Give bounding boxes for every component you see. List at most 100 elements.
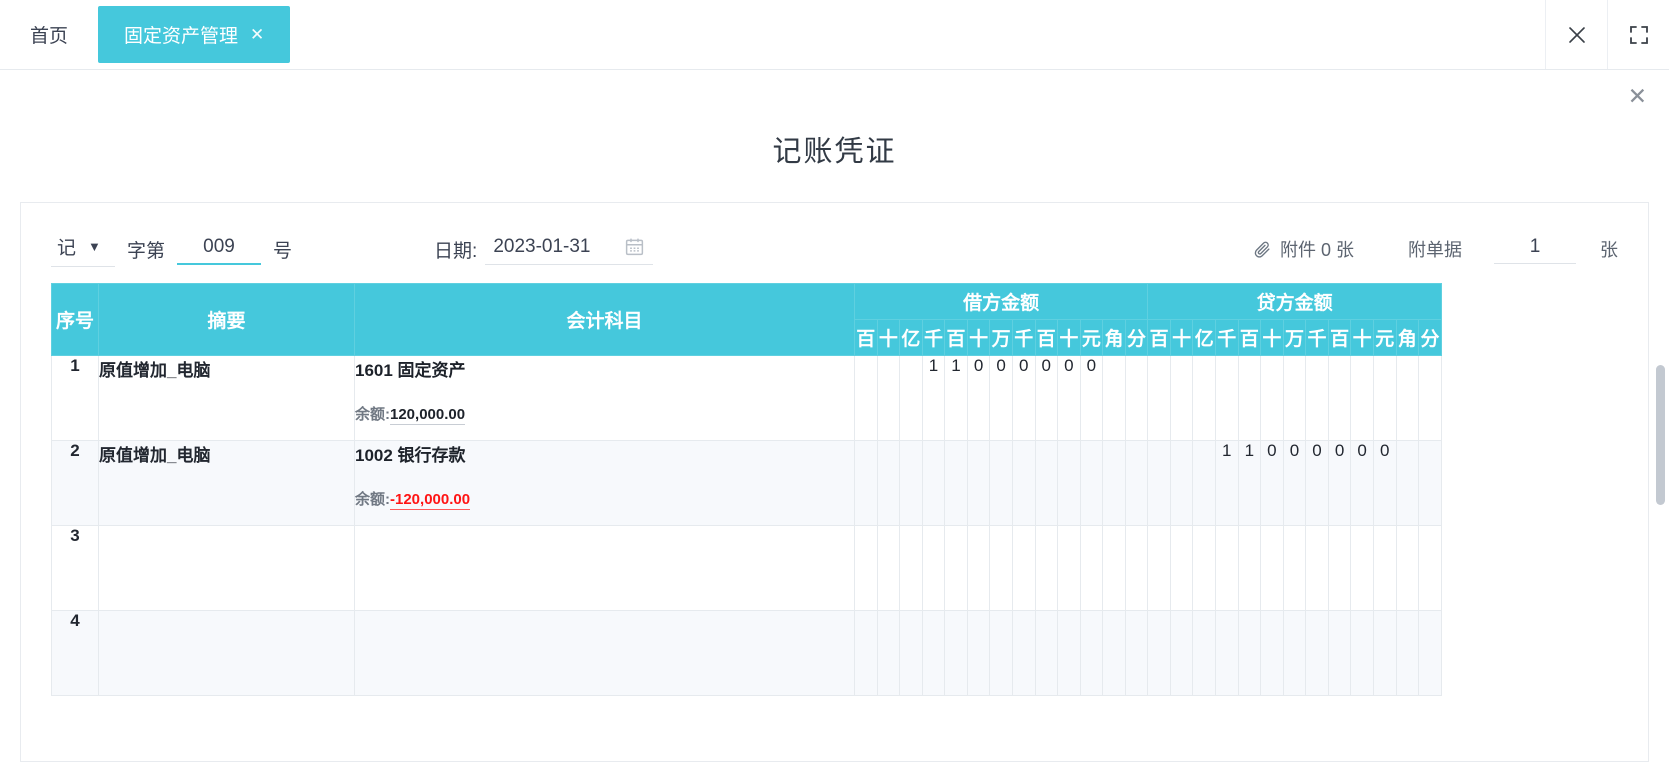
- cell-account[interactable]: [354, 525, 855, 611]
- cell-credit-digit-0[interactable]: [1147, 355, 1171, 441]
- cell-debit-digit-5[interactable]: [966, 525, 991, 611]
- cell-account[interactable]: [354, 610, 855, 696]
- cell-debit-digit-4[interactable]: [944, 610, 968, 696]
- cell-debit-digit-2[interactable]: [899, 440, 923, 526]
- cell-debit-digit-12[interactable]: [1124, 525, 1149, 611]
- cell-debit-digit-7[interactable]: [1011, 525, 1036, 611]
- cell-debit-digit-3[interactable]: 1: [921, 355, 946, 441]
- cell-credit-digit-10[interactable]: [1372, 525, 1397, 611]
- cell-credit-digit-1[interactable]: [1169, 610, 1194, 696]
- cell-debit-digit-1[interactable]: [876, 610, 901, 696]
- voucher-number-input[interactable]: [177, 233, 262, 265]
- cell-debit-digit-1[interactable]: [876, 525, 901, 611]
- cell-debit-digit-6[interactable]: [989, 610, 1013, 696]
- cell-credit-digit-9[interactable]: [1350, 355, 1374, 441]
- cell-credit-digit-6[interactable]: [1282, 355, 1307, 441]
- voucher-type-select[interactable]: 记 ▼: [51, 231, 115, 267]
- cell-debit-digit-2[interactable]: [899, 525, 923, 611]
- cell-credit-digit-3[interactable]: [1215, 610, 1239, 696]
- cell-debit-digit-12[interactable]: [1124, 355, 1149, 441]
- cell-credit-digit-5[interactable]: 0: [1260, 440, 1284, 526]
- cell-credit-digit-7[interactable]: [1305, 355, 1329, 441]
- cell-debit-digit-8[interactable]: [1034, 440, 1059, 526]
- cell-abstract[interactable]: [98, 525, 355, 611]
- cell-debit-digit-2[interactable]: [899, 610, 923, 696]
- cell-debit-digit-0[interactable]: [854, 355, 878, 441]
- cell-debit-digit-6[interactable]: [989, 440, 1013, 526]
- cell-debit-digit-10[interactable]: 0: [1079, 355, 1104, 441]
- cell-debit-digit-4[interactable]: [944, 525, 968, 611]
- cell-credit-digit-5[interactable]: [1260, 610, 1284, 696]
- cell-debit-digit-7[interactable]: [1011, 610, 1036, 696]
- cell-credit-digit-3[interactable]: [1215, 355, 1239, 441]
- cell-credit-digit-8[interactable]: [1327, 525, 1352, 611]
- cell-credit-digit-11[interactable]: [1395, 610, 1420, 696]
- cell-debit-digit-1[interactable]: [876, 355, 901, 441]
- table-row[interactable]: 1 原值增加_电脑 1601 固定资产 余额:120,000.00 1 1 0 0 0 0 0 0: [51, 355, 1442, 441]
- cell-debit-digit-5[interactable]: [966, 440, 991, 526]
- cell-debit-digit-7[interactable]: 0: [1011, 355, 1036, 441]
- cell-credit-digit-0[interactable]: [1147, 610, 1171, 696]
- cell-credit-digit-11[interactable]: [1395, 525, 1420, 611]
- cell-debit-digit-9[interactable]: 0: [1057, 355, 1081, 441]
- cell-credit-digit-6[interactable]: [1282, 610, 1307, 696]
- cell-credit-digit-5[interactable]: [1260, 525, 1284, 611]
- vertical-scrollbar[interactable]: [1656, 365, 1665, 505]
- cell-credit-digit-1[interactable]: [1169, 440, 1194, 526]
- cell-debit-digit-4[interactable]: 1: [944, 355, 968, 441]
- cell-credit-digit-12[interactable]: [1418, 610, 1442, 696]
- cell-abstract[interactable]: 原值增加_电脑: [98, 355, 355, 441]
- cell-credit-digit-3[interactable]: [1215, 525, 1239, 611]
- cell-abstract[interactable]: 原值增加_电脑: [98, 440, 355, 526]
- cell-debit-digit-5[interactable]: [966, 610, 991, 696]
- cell-credit-digit-6[interactable]: 0: [1282, 440, 1307, 526]
- cell-credit-digit-4[interactable]: [1237, 610, 1262, 696]
- cell-credit-digit-9[interactable]: 0: [1350, 440, 1374, 526]
- cell-account[interactable]: 1002 银行存款 余额:-120,000.00: [354, 440, 855, 526]
- cell-credit-digit-11[interactable]: [1395, 440, 1420, 526]
- table-row[interactable]: 2 原值增加_电脑 1002 银行存款 余额:-120,000.00 1 1 0 0 0 0 0 0: [51, 440, 1442, 526]
- cell-debit-digit-9[interactable]: [1057, 525, 1081, 611]
- cell-credit-digit-4[interactable]: [1237, 355, 1262, 441]
- cell-credit-digit-7[interactable]: [1305, 610, 1329, 696]
- cell-credit-digit-8[interactable]: [1327, 355, 1352, 441]
- cell-credit-digit-3[interactable]: 1: [1215, 440, 1239, 526]
- cell-debit-digit-1[interactable]: [876, 440, 901, 526]
- cell-debit-digit-0[interactable]: [854, 440, 878, 526]
- cell-debit-digit-12[interactable]: [1124, 610, 1149, 696]
- cell-debit-digit-6[interactable]: 0: [989, 355, 1013, 441]
- cell-credit-digit-10[interactable]: [1372, 610, 1397, 696]
- cell-debit-digit-11[interactable]: [1102, 440, 1126, 526]
- cell-credit-digit-6[interactable]: [1282, 525, 1307, 611]
- cell-debit-digit-11[interactable]: [1102, 525, 1126, 611]
- cell-debit-digit-7[interactable]: [1011, 440, 1036, 526]
- fullscreen-icon[interactable]: [1607, 0, 1669, 69]
- table-row[interactable]: 4: [51, 610, 1442, 696]
- tab-fixed-asset-management[interactable]: 固定资产管理 ✕: [98, 6, 291, 63]
- cell-debit-digit-12[interactable]: [1124, 440, 1149, 526]
- table-row[interactable]: 3: [51, 525, 1442, 611]
- cell-debit-digit-3[interactable]: [921, 610, 946, 696]
- cell-account[interactable]: 1601 固定资产 余额:120,000.00: [354, 355, 855, 441]
- cell-debit-digit-11[interactable]: [1102, 610, 1126, 696]
- cell-credit-digit-8[interactable]: [1327, 610, 1352, 696]
- cell-credit-digit-12[interactable]: [1418, 440, 1442, 526]
- cell-debit-digit-10[interactable]: [1079, 610, 1104, 696]
- cell-debit-digit-10[interactable]: [1079, 525, 1104, 611]
- cell-credit-digit-4[interactable]: [1237, 525, 1262, 611]
- cell-credit-digit-11[interactable]: [1395, 355, 1420, 441]
- cell-debit-digit-9[interactable]: [1057, 440, 1081, 526]
- cell-debit-digit-3[interactable]: [921, 525, 946, 611]
- cell-credit-digit-1[interactable]: [1169, 525, 1194, 611]
- cell-debit-digit-2[interactable]: [899, 355, 923, 441]
- cell-credit-digit-10[interactable]: 0: [1372, 440, 1397, 526]
- cell-credit-digit-0[interactable]: [1147, 525, 1171, 611]
- cell-debit-digit-4[interactable]: [944, 440, 968, 526]
- cell-debit-digit-11[interactable]: [1102, 355, 1126, 441]
- date-picker[interactable]: 2023-01-31: [485, 234, 654, 265]
- cell-credit-digit-9[interactable]: [1350, 610, 1374, 696]
- cell-debit-digit-0[interactable]: [854, 610, 878, 696]
- cell-credit-digit-10[interactable]: [1372, 355, 1397, 441]
- cell-debit-digit-5[interactable]: 0: [966, 355, 991, 441]
- close-icon[interactable]: [1545, 0, 1607, 69]
